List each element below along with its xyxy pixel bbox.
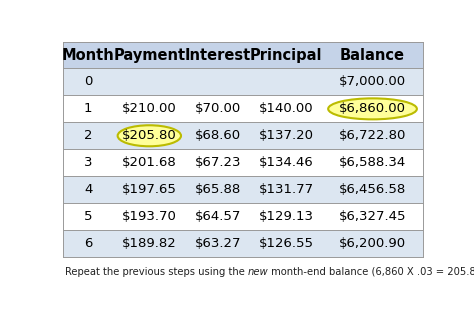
Bar xyxy=(63,149,423,176)
Text: $63.27: $63.27 xyxy=(194,237,241,250)
Text: $6,327.45: $6,327.45 xyxy=(339,210,406,223)
Text: $205.80: $205.80 xyxy=(122,129,177,142)
Text: $137.20: $137.20 xyxy=(259,129,314,142)
Text: Month: Month xyxy=(62,47,115,63)
Text: $201.68: $201.68 xyxy=(122,156,177,169)
Text: $6,860.00: $6,860.00 xyxy=(339,102,406,115)
Text: month-end balance (6,860 X .03 = 205.80): month-end balance (6,860 X .03 = 205.80) xyxy=(268,267,474,277)
Text: $6,456.58: $6,456.58 xyxy=(339,183,406,196)
Bar xyxy=(63,176,423,203)
Text: $6,588.34: $6,588.34 xyxy=(339,156,406,169)
Text: 0: 0 xyxy=(84,76,92,88)
Bar xyxy=(63,230,423,257)
Text: $7,000.00: $7,000.00 xyxy=(339,76,406,88)
Bar xyxy=(63,42,423,69)
Text: $126.55: $126.55 xyxy=(259,237,314,250)
Text: Interest: Interest xyxy=(184,47,251,63)
Text: 6: 6 xyxy=(84,237,92,250)
Text: 4: 4 xyxy=(84,183,92,196)
Text: $65.88: $65.88 xyxy=(195,183,241,196)
Text: $131.77: $131.77 xyxy=(258,183,314,196)
Text: 1: 1 xyxy=(84,102,92,115)
Text: Payment: Payment xyxy=(113,47,185,63)
Text: $140.00: $140.00 xyxy=(259,102,313,115)
Text: $210.00: $210.00 xyxy=(122,102,177,115)
Text: Principal: Principal xyxy=(250,47,322,63)
Text: $129.13: $129.13 xyxy=(259,210,314,223)
Text: $189.82: $189.82 xyxy=(122,237,177,250)
Bar xyxy=(63,69,423,95)
Text: 5: 5 xyxy=(84,210,92,223)
Text: 3: 3 xyxy=(84,156,92,169)
Text: new: new xyxy=(248,267,268,277)
Text: $134.46: $134.46 xyxy=(259,156,313,169)
Bar xyxy=(63,122,423,149)
Ellipse shape xyxy=(118,125,181,146)
Bar xyxy=(63,95,423,122)
Text: $197.65: $197.65 xyxy=(122,183,177,196)
Text: Repeat the previous steps using the: Repeat the previous steps using the xyxy=(65,267,248,277)
Text: $64.57: $64.57 xyxy=(194,210,241,223)
Text: $70.00: $70.00 xyxy=(195,102,241,115)
Text: $193.70: $193.70 xyxy=(122,210,177,223)
Text: 2: 2 xyxy=(84,129,92,142)
Text: $67.23: $67.23 xyxy=(194,156,241,169)
Text: Balance: Balance xyxy=(340,47,405,63)
Text: $6,200.90: $6,200.90 xyxy=(339,237,406,250)
Text: $6,722.80: $6,722.80 xyxy=(339,129,406,142)
Bar xyxy=(63,203,423,230)
Text: $68.60: $68.60 xyxy=(195,129,241,142)
Ellipse shape xyxy=(328,98,417,119)
